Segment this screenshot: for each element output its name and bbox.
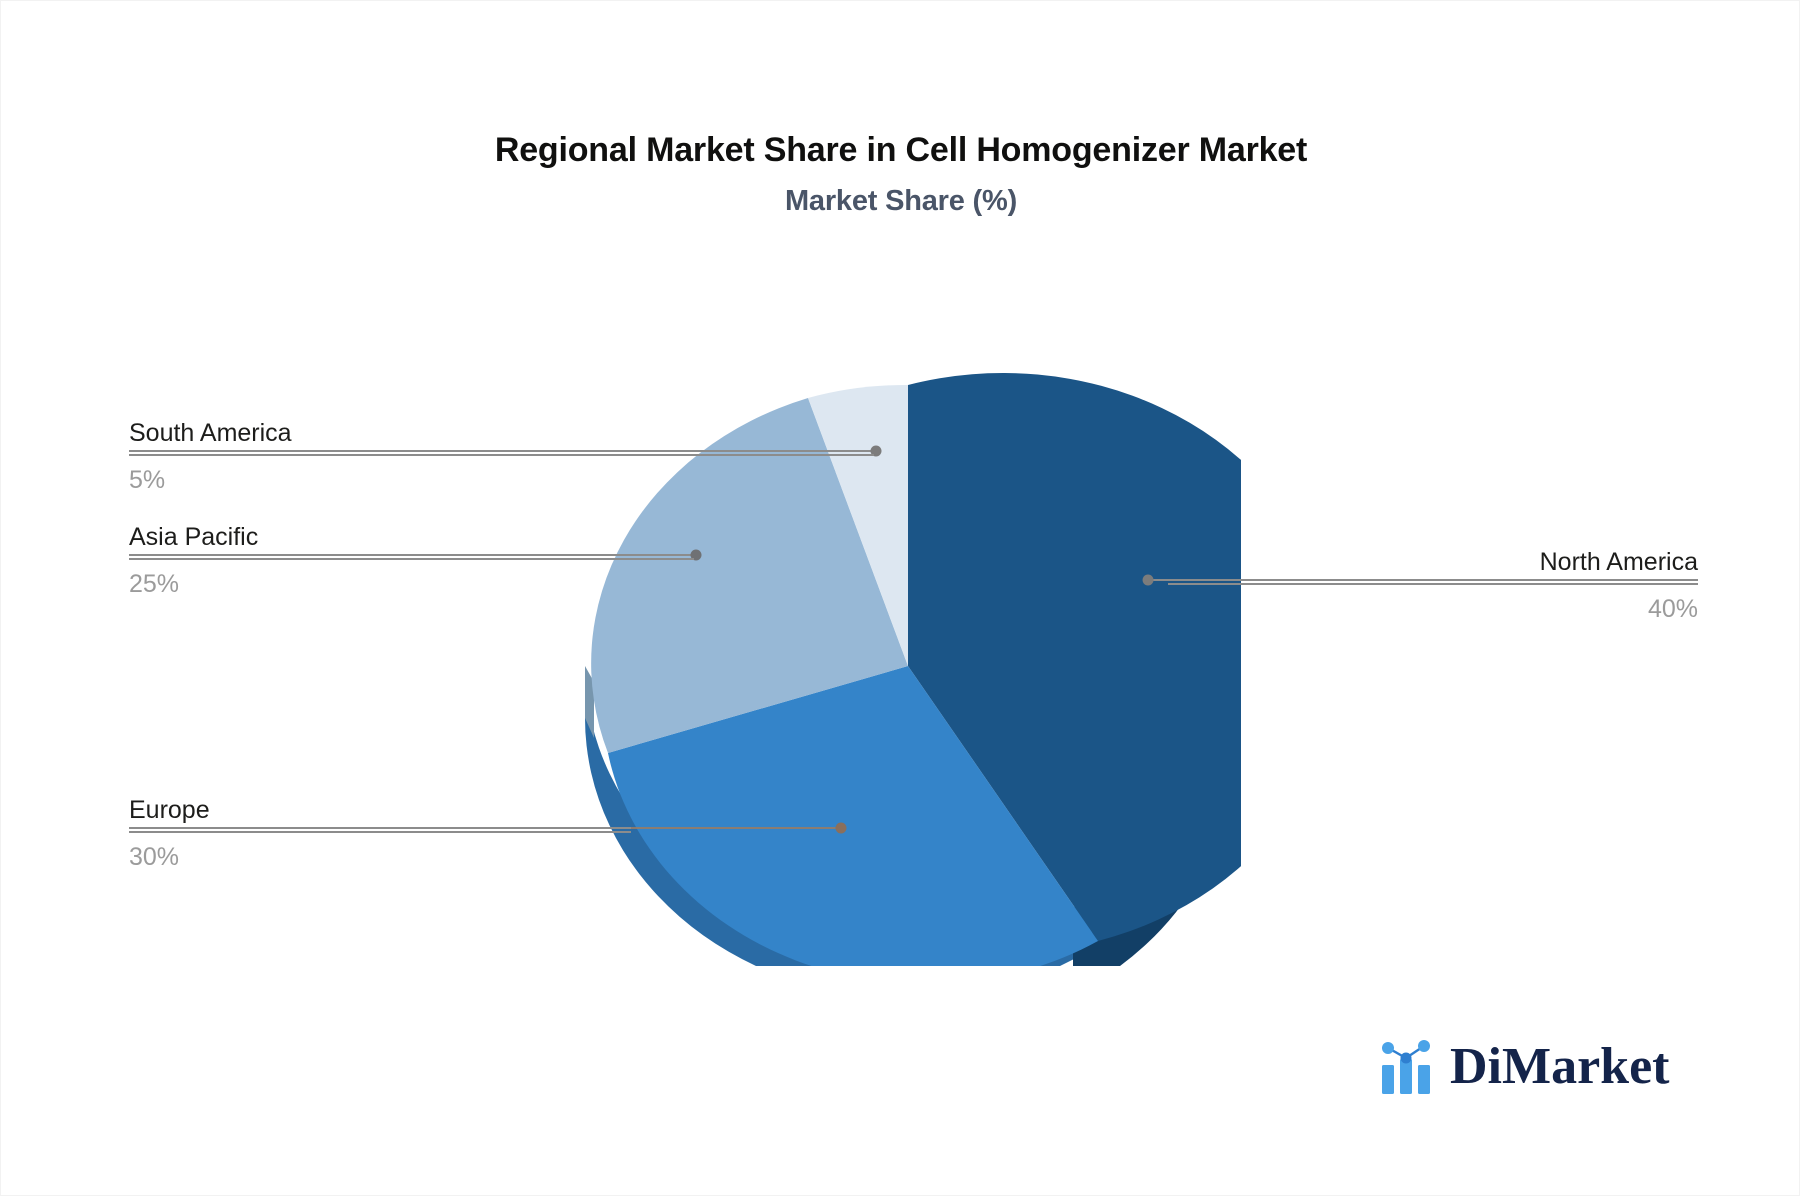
callout-south-america: South America 5% <box>129 418 874 495</box>
pie-chart <box>576 366 1241 966</box>
brand-logo: DiMarket <box>1380 1039 1669 1095</box>
pie-slice-asia-pacific <box>591 398 908 753</box>
callout-rule-asia-pacific <box>129 558 694 560</box>
callout-value-asia-pacific: 25% <box>129 570 180 598</box>
pie-side-asia-pacific <box>585 666 594 738</box>
pie-slice-north-america <box>908 373 1241 941</box>
callout-label-asia-pacific: Asia Pacific <box>129 523 259 551</box>
pie-top-face <box>591 373 1241 966</box>
callout-label-europe: Europe <box>129 796 210 824</box>
callout-value-south-america: 5% <box>129 466 166 494</box>
callout-label-north-america: North America <box>1539 548 1698 576</box>
callout-label-south-america: South America <box>129 419 292 447</box>
callout-rule-south-america <box>129 454 874 456</box>
callout-rule-europe <box>129 831 631 833</box>
brand-wordmark: DiMarket <box>1450 1038 1670 1095</box>
chart-title: Regional Market Share in Cell Homogenize… <box>494 131 1308 169</box>
chart-subtitle: Market Share (%) <box>784 185 1018 217</box>
callout-rule-north-america <box>1168 583 1698 585</box>
callout-value-north-america: 40% <box>1647 595 1698 623</box>
bar-chart-icon <box>1382 1040 1430 1094</box>
callout-north-america: North America 40% <box>1168 547 1698 624</box>
callout-europe: Europe 30% <box>129 795 631 872</box>
callout-value-europe: 30% <box>129 843 180 871</box>
pie-svg <box>585 373 1241 966</box>
pie-slice-europe <box>608 666 1098 966</box>
callout-asia-pacific: Asia Pacific 25% <box>129 522 694 599</box>
